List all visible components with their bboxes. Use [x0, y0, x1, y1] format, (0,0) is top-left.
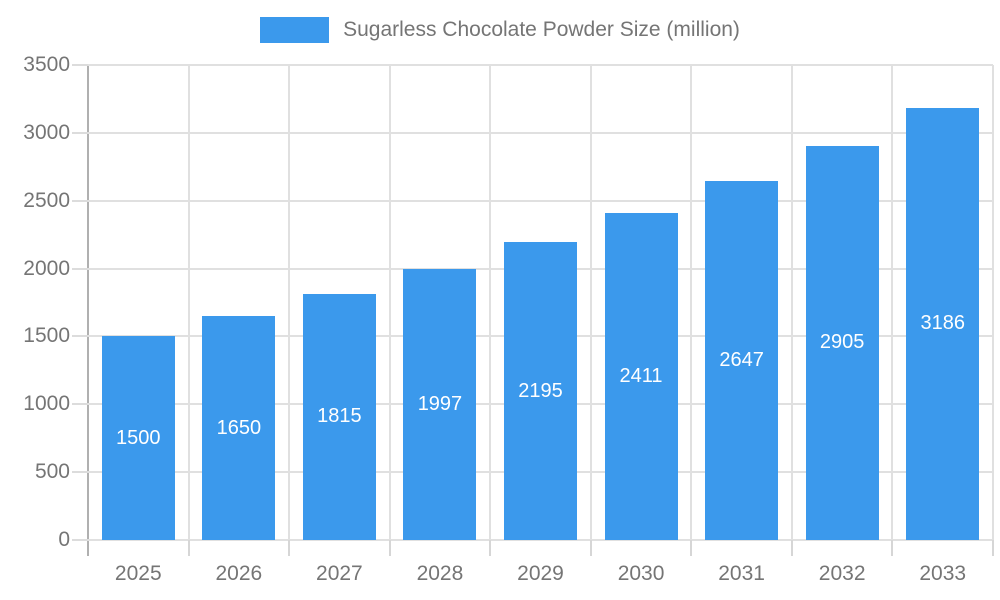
bar-value-label: 2195 — [518, 379, 563, 402]
y-axis-label: 3000 — [23, 120, 70, 144]
legend-label: Sugarless Chocolate Powder Size (million… — [343, 18, 740, 41]
bar[interactable]: 1500 — [101, 336, 175, 540]
y-axis-tick — [72, 403, 88, 406]
bar[interactable]: 3186 — [906, 107, 980, 540]
x-axis-label: 2033 — [919, 562, 967, 585]
v-gridline — [790, 65, 793, 540]
y-axis-tick — [72, 335, 88, 338]
y-axis-label: 500 — [34, 460, 70, 484]
v-gridline — [891, 65, 894, 540]
x-axis-tick — [288, 540, 291, 556]
y-axis-tick — [72, 64, 88, 66]
v-gridline — [489, 65, 492, 540]
h-gridline — [88, 131, 993, 134]
x-axis-label: 2032 — [818, 562, 866, 585]
y-axis-tick — [72, 199, 88, 202]
x-axis-label: 2028 — [416, 562, 464, 585]
h-gridline — [88, 199, 993, 202]
x-axis-label: 2027 — [316, 562, 363, 585]
bar-value-label: 2647 — [719, 348, 764, 371]
bar[interactable]: 1650 — [202, 316, 276, 540]
h-gridline — [88, 539, 993, 541]
y-axis-label: 2500 — [23, 188, 70, 212]
legend[interactable]: Sugarless Chocolate Powder Size (million… — [0, 17, 1000, 43]
v-gridline — [388, 65, 391, 540]
bar[interactable]: 1997 — [403, 268, 477, 540]
plot-area: 0 500 1000 1500 2000 2500 3000 3500 1500 1650 1815… — [23, 53, 994, 585]
v-gridline — [589, 65, 592, 540]
bar[interactable]: 2411 — [604, 212, 678, 540]
bar[interactable]: 2905 — [805, 145, 879, 540]
x-axis-tick — [489, 540, 492, 556]
h-gridline — [88, 64, 993, 66]
bar-value-label: 1815 — [317, 405, 362, 428]
legend-swatch — [260, 17, 330, 43]
y-axis-label: 2000 — [23, 256, 70, 280]
bar-value-label: 1997 — [417, 392, 463, 415]
bar-value-label: 3186 — [920, 312, 965, 335]
bar[interactable]: 2647 — [705, 180, 779, 540]
y-axis-tick — [72, 267, 88, 270]
v-gridline — [187, 65, 190, 540]
y-axis-line — [87, 65, 89, 556]
x-axis-label: 2031 — [718, 562, 765, 585]
y-axis-label: 3500 — [23, 53, 70, 76]
x-axis-tick — [589, 540, 592, 556]
bar-value-label: 2905 — [819, 331, 865, 354]
bar[interactable]: 1815 — [302, 293, 376, 540]
y-axis-label: 0 — [58, 528, 70, 551]
bar-value-label: 1650 — [216, 416, 262, 439]
bar-value-label: 2411 — [619, 364, 663, 387]
y-axis-tick — [72, 131, 88, 134]
bar-value-label: 1500 — [116, 426, 161, 449]
x-axis-tick — [388, 540, 391, 556]
bar[interactable]: 2195 — [504, 242, 577, 540]
v-gridline — [690, 65, 693, 540]
x-axis-tick — [790, 540, 793, 556]
y-axis-tick — [72, 539, 88, 541]
x-axis-tick — [992, 540, 994, 556]
x-axis-label: 2026 — [215, 562, 263, 585]
x-axis-label: 2030 — [617, 562, 665, 585]
v-gridline — [992, 65, 994, 540]
y-axis-label: 1000 — [23, 392, 70, 416]
x-axis-label: 2025 — [114, 562, 162, 585]
x-axis-tick — [891, 540, 894, 556]
v-gridline — [288, 65, 291, 540]
y-axis-tick — [72, 471, 88, 474]
x-axis-tick — [690, 540, 693, 556]
x-axis-label: 2029 — [517, 562, 564, 585]
y-axis-label: 1500 — [23, 324, 70, 348]
x-axis-tick — [187, 540, 190, 556]
